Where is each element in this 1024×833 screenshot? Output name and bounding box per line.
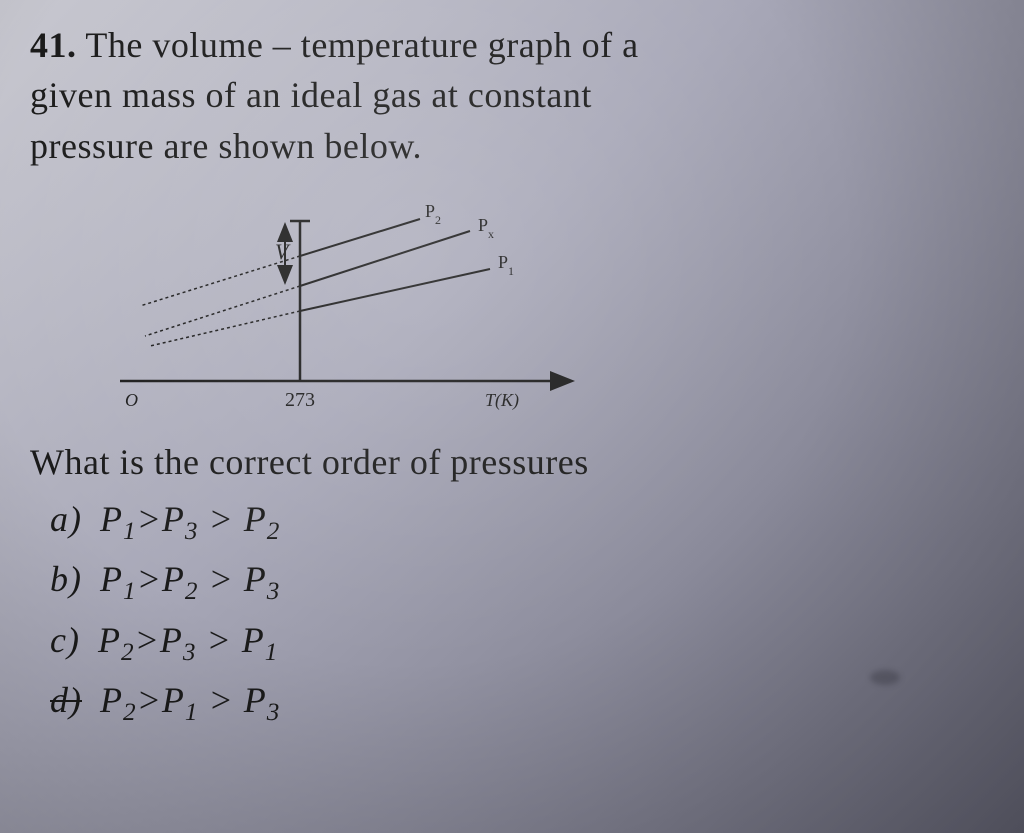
svg-text:Px: Px <box>478 215 494 241</box>
x-axis-label: T(K) <box>485 390 519 411</box>
smudge-mark <box>870 670 900 685</box>
option-b-label: b) <box>50 559 82 599</box>
option-a-label: a) <box>50 499 82 539</box>
option-d-expr: P2>P1 > P3 <box>100 680 280 720</box>
option-a: a) P1>P3 > P2 <box>50 498 994 546</box>
question-line-3: pressure are shown below. <box>30 126 422 166</box>
tick-273: 273 <box>285 389 315 411</box>
option-c: c) P2>P3 > P1 <box>50 619 994 667</box>
volume-temperature-graph: V T(K) 273 O P2 Px P1 <box>90 191 610 431</box>
origin-label: O <box>125 390 138 410</box>
question-line-1: The volume – temperature graph of a <box>85 25 638 65</box>
svg-text:P2: P2 <box>425 201 441 227</box>
question-number: 41. <box>30 25 77 65</box>
graph-svg: V T(K) 273 O P2 Px P1 <box>90 191 610 431</box>
svg-text:P1: P1 <box>498 252 514 278</box>
options-list: a) P1>P3 > P2 b) P1>P2 > P3 c) P2>P3 > P… <box>50 498 994 727</box>
option-c-expr: P2>P3 > P1 <box>98 620 278 660</box>
sub-question: What is the correct order of pressures <box>30 441 994 483</box>
question-prompt: 41. The volume – temperature graph of a … <box>30 20 994 171</box>
option-d-label: d) <box>50 680 82 720</box>
option-b-expr: P1>P2 > P3 <box>100 559 280 599</box>
option-b: b) P1>P2 > P3 <box>50 558 994 606</box>
option-c-label: c) <box>50 620 80 660</box>
isobar-px: Px <box>145 215 494 336</box>
question-line-2: given mass of an ideal gas at constant <box>30 75 592 115</box>
option-d: d) P2>P1 > P3 <box>50 679 994 727</box>
option-a-expr: P1>P3 > P2 <box>100 499 280 539</box>
isobar-p1: P1 <box>150 252 514 346</box>
